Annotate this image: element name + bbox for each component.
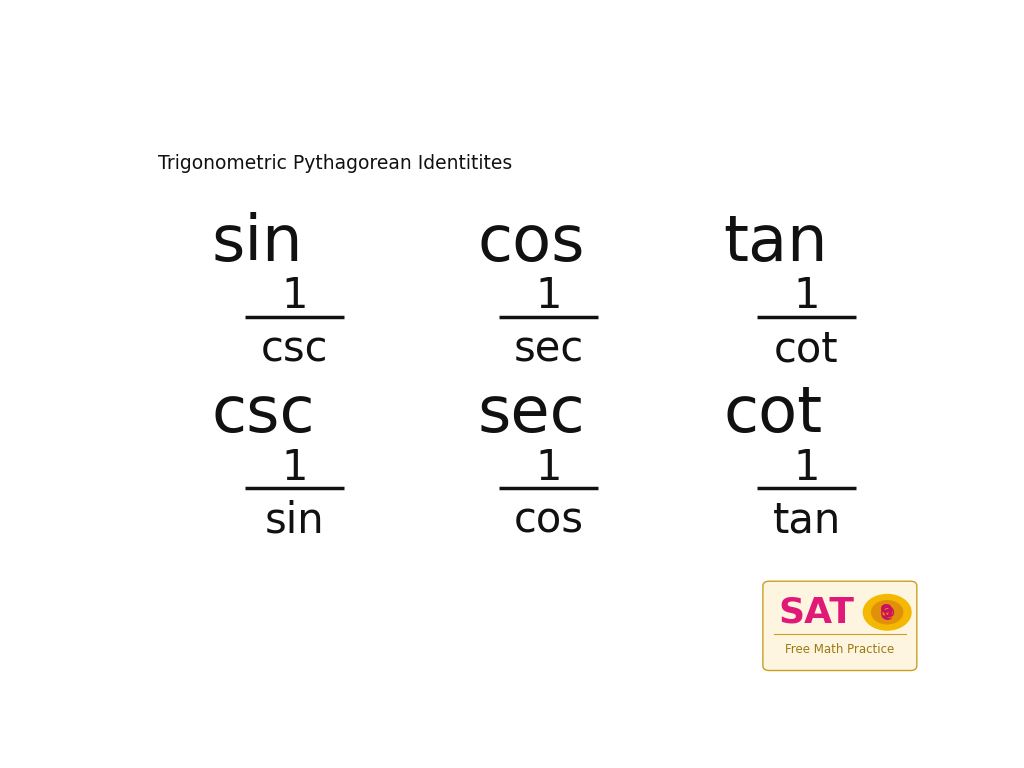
Text: tan: tan — [772, 500, 841, 542]
Text: cot: cot — [774, 329, 839, 370]
Text: Trigonometric Pythagorean Identitites: Trigonometric Pythagorean Identitites — [158, 154, 512, 174]
Text: Free Math Practice: Free Math Practice — [785, 644, 895, 657]
FancyBboxPatch shape — [763, 581, 916, 670]
Circle shape — [863, 594, 911, 630]
Circle shape — [871, 601, 903, 624]
Text: sec: sec — [477, 383, 585, 445]
Text: 1: 1 — [536, 275, 562, 317]
Text: csc: csc — [211, 383, 315, 445]
Text: csc: csc — [261, 329, 329, 370]
Text: cos: cos — [477, 212, 585, 274]
Text: cot: cot — [723, 383, 822, 445]
Text: SAT: SAT — [779, 595, 855, 629]
Text: sin: sin — [265, 500, 325, 542]
Text: 1: 1 — [794, 447, 820, 488]
Text: sin: sin — [211, 212, 303, 274]
Text: 1: 1 — [282, 275, 308, 317]
Text: cos: cos — [514, 500, 584, 542]
Text: 9: 9 — [881, 603, 894, 622]
Text: 1: 1 — [536, 447, 562, 488]
Text: sec: sec — [513, 329, 584, 370]
Text: 1: 1 — [282, 447, 308, 488]
Text: tan: tan — [723, 212, 827, 274]
Text: 1: 1 — [794, 275, 820, 317]
Text: @: @ — [880, 604, 895, 620]
